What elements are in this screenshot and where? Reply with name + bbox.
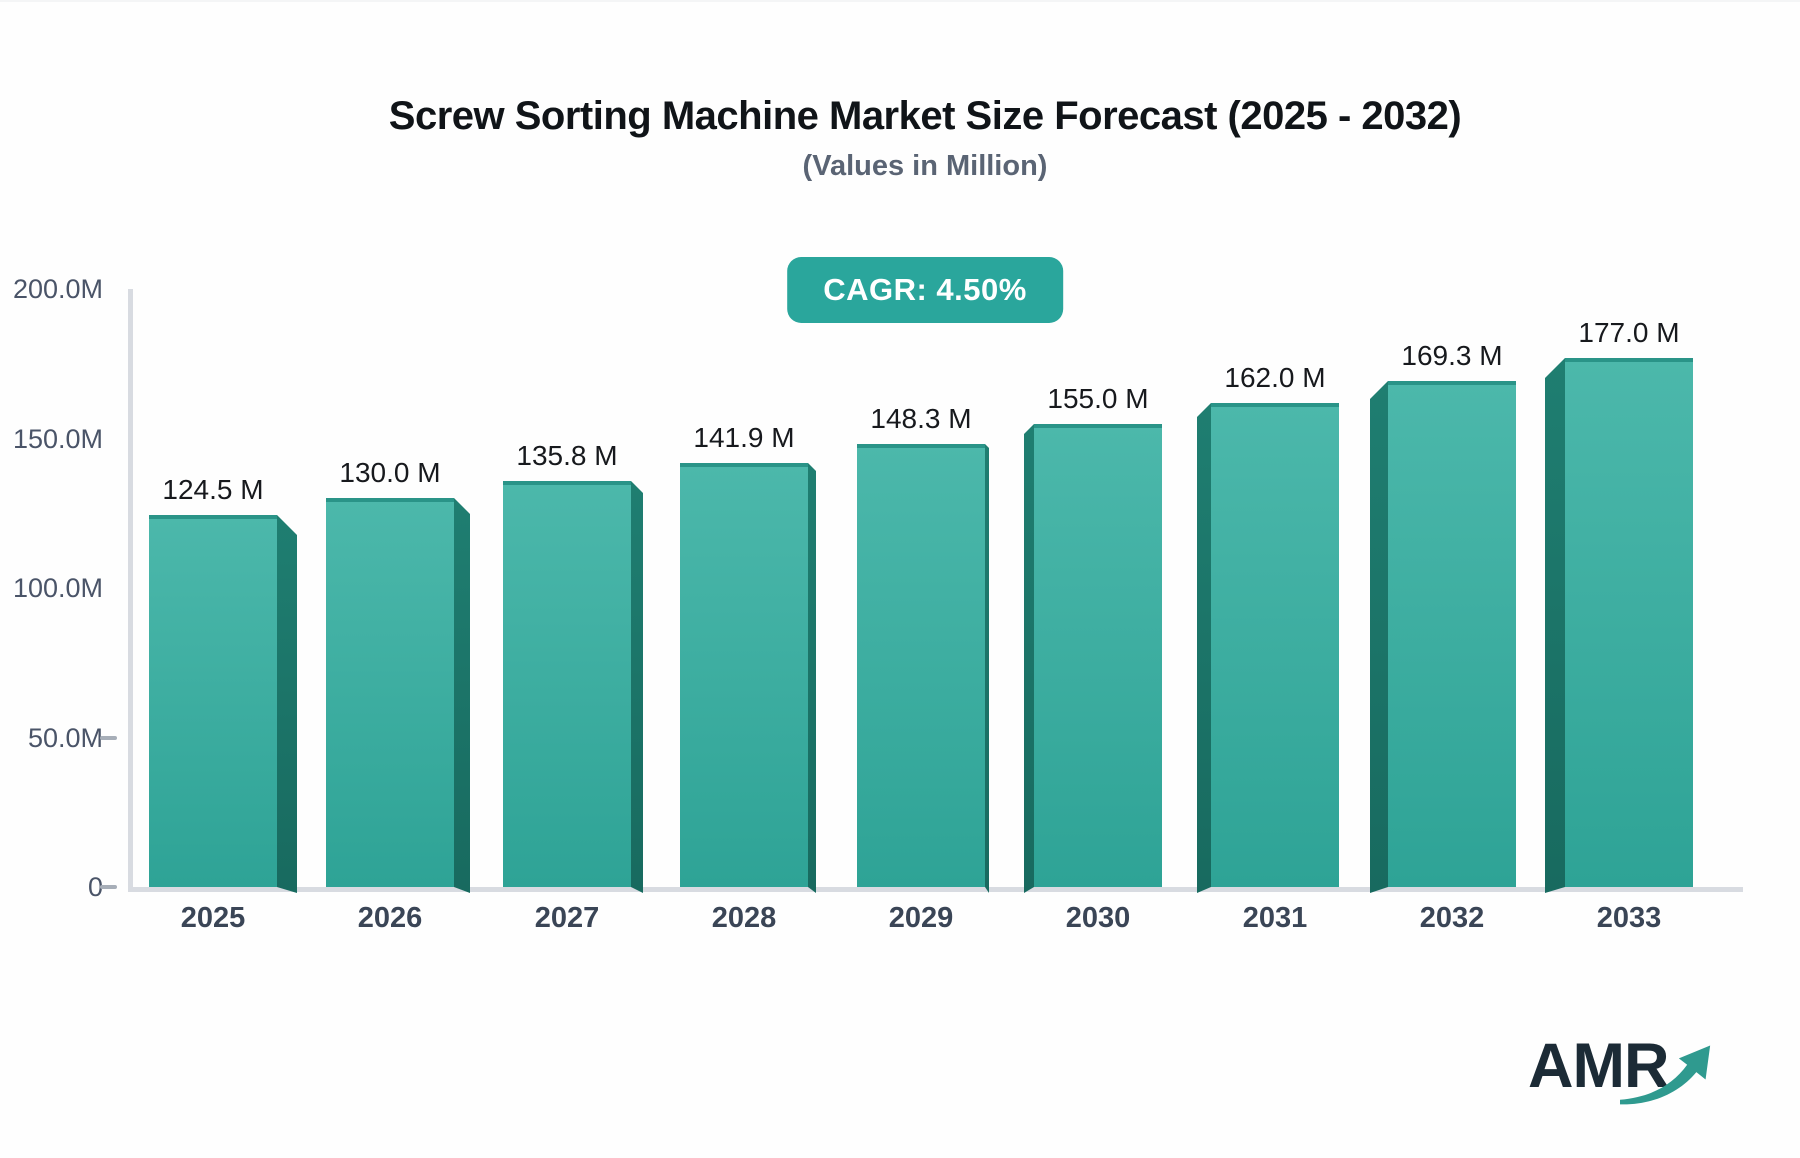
bar-face <box>326 498 454 887</box>
x-tick-label: 2025 <box>180 902 246 934</box>
bar-value-label: 169.3 M <box>1401 340 1503 371</box>
bar-side <box>1545 358 1565 893</box>
bar-side <box>1197 403 1211 893</box>
bar-value-label: 162.0 M <box>1224 362 1326 393</box>
y-tick-dash <box>100 885 117 889</box>
bar-face <box>1034 424 1162 887</box>
chart-title: Screw Sorting Machine Market Size Foreca… <box>388 94 1462 138</box>
logo-text: AMR <box>1528 1031 1669 1101</box>
bar-value-label: 155.0 M <box>1047 383 1149 414</box>
bar-top-edge <box>503 481 631 485</box>
chart-subtitle: (Values in Million) <box>802 150 1048 182</box>
bar-value-label: 124.5 M <box>162 474 264 505</box>
x-tick-label: 2031 <box>1242 902 1308 934</box>
amr-logo: AMR <box>1528 1030 1728 1120</box>
bar-side <box>1370 381 1388 893</box>
bar-side <box>277 515 297 893</box>
bar-value-label: 148.3 M <box>870 403 972 434</box>
bar-value-label: 177.0 M <box>1578 317 1680 348</box>
bar-side <box>808 463 816 893</box>
x-tick-label: 2033 <box>1596 902 1662 934</box>
bar-top-edge <box>680 463 808 467</box>
bar-top-edge <box>857 444 985 448</box>
y-tick-label: 0 <box>87 872 103 902</box>
bar-side <box>985 444 989 893</box>
bar-value-label: 130.0 M <box>339 457 441 488</box>
bar-face <box>1565 358 1693 887</box>
bar-side <box>454 498 470 893</box>
bar-face <box>1388 381 1516 887</box>
trend-arrow-icon <box>1620 1045 1711 1105</box>
bar-face <box>857 444 985 887</box>
y-tick-label: 200.0M <box>12 274 103 304</box>
bar-top-edge <box>326 498 454 502</box>
y-tick-label: 50.0M <box>27 722 103 753</box>
bar-top-edge <box>1565 358 1693 362</box>
bar-value-label: 135.8 M <box>516 440 618 471</box>
bar-face <box>680 463 808 887</box>
y-axis-line <box>128 289 133 892</box>
bar-face <box>149 515 277 887</box>
x-tick-label: 2028 <box>711 902 777 934</box>
x-tick-label: 2032 <box>1419 902 1485 934</box>
x-tick-label: 2029 <box>888 902 954 934</box>
x-tick-label: 2026 <box>357 902 423 934</box>
y-tick-label: 150.0M <box>12 423 103 454</box>
cagr-badge: CAGR: 4.50% <box>787 257 1063 323</box>
bar-value-label: 141.9 M <box>693 422 795 453</box>
x-tick-label: 2030 <box>1065 902 1131 934</box>
bar-top-edge <box>1211 403 1339 407</box>
x-axis-line <box>128 887 1743 892</box>
y-tick-label: 100.0M <box>12 573 103 603</box>
bar-face <box>1211 403 1339 887</box>
y-tick-dash <box>100 735 117 740</box>
bar-side <box>631 481 643 893</box>
bar-side <box>1024 424 1034 893</box>
bar-face <box>503 481 631 887</box>
bar-top-edge <box>1388 381 1516 385</box>
x-tick-label: 2027 <box>534 902 600 934</box>
bar-top-edge <box>149 515 277 519</box>
bar-top-edge <box>1034 424 1162 428</box>
